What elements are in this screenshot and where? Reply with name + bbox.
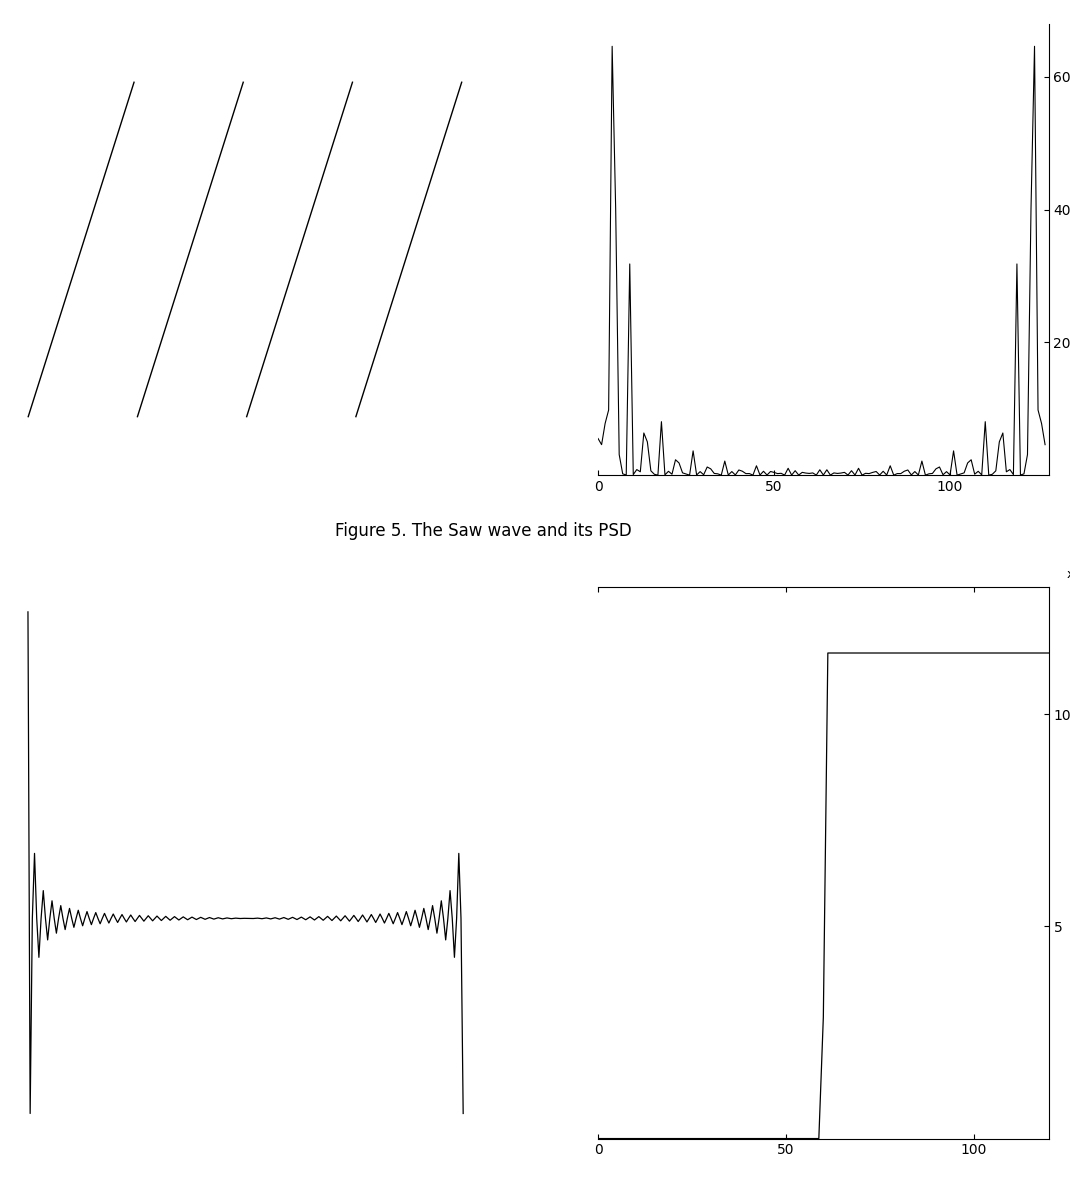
Text: Figure 5. The Saw wave and its PSD: Figure 5. The Saw wave and its PSD bbox=[335, 522, 632, 540]
Text: x10: x10 bbox=[1067, 568, 1070, 581]
